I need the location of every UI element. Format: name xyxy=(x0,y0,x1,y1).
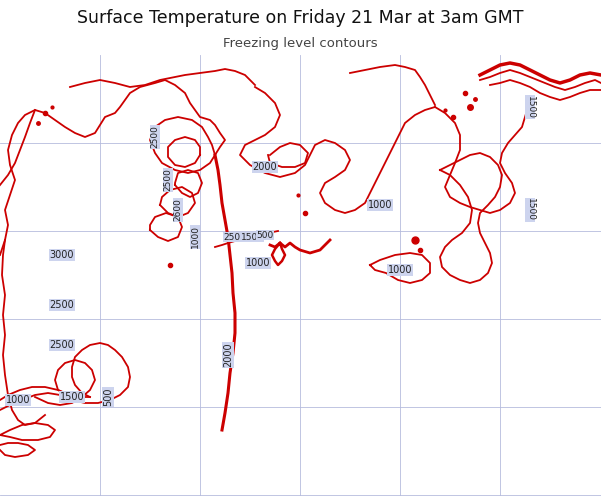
Text: 1500: 1500 xyxy=(525,198,534,222)
Text: 1000: 1000 xyxy=(6,395,30,405)
Text: 500: 500 xyxy=(103,388,113,406)
Text: 3000: 3000 xyxy=(50,250,75,260)
Text: 1500: 1500 xyxy=(525,96,534,119)
Text: 2500: 2500 xyxy=(224,233,246,242)
Text: 1000: 1000 xyxy=(368,200,392,210)
Text: 2500: 2500 xyxy=(150,125,159,148)
Text: 2500: 2500 xyxy=(50,300,75,310)
Text: 2600: 2600 xyxy=(174,198,183,221)
Text: 1500: 1500 xyxy=(59,392,84,402)
Text: Freezing level contours: Freezing level contours xyxy=(223,38,378,51)
Text: 1500: 1500 xyxy=(240,233,263,242)
Text: 1000: 1000 xyxy=(388,265,412,275)
Text: 1000: 1000 xyxy=(191,226,200,248)
Text: 2000: 2000 xyxy=(223,343,233,368)
Text: 2500: 2500 xyxy=(163,169,172,191)
Text: Surface Temperature on Friday 21 Mar at 3am GMT: Surface Temperature on Friday 21 Mar at … xyxy=(78,8,523,27)
Text: 500: 500 xyxy=(257,231,273,240)
Text: 1000: 1000 xyxy=(246,258,270,268)
Text: 2000: 2000 xyxy=(252,162,277,172)
Text: 2500: 2500 xyxy=(50,340,75,350)
